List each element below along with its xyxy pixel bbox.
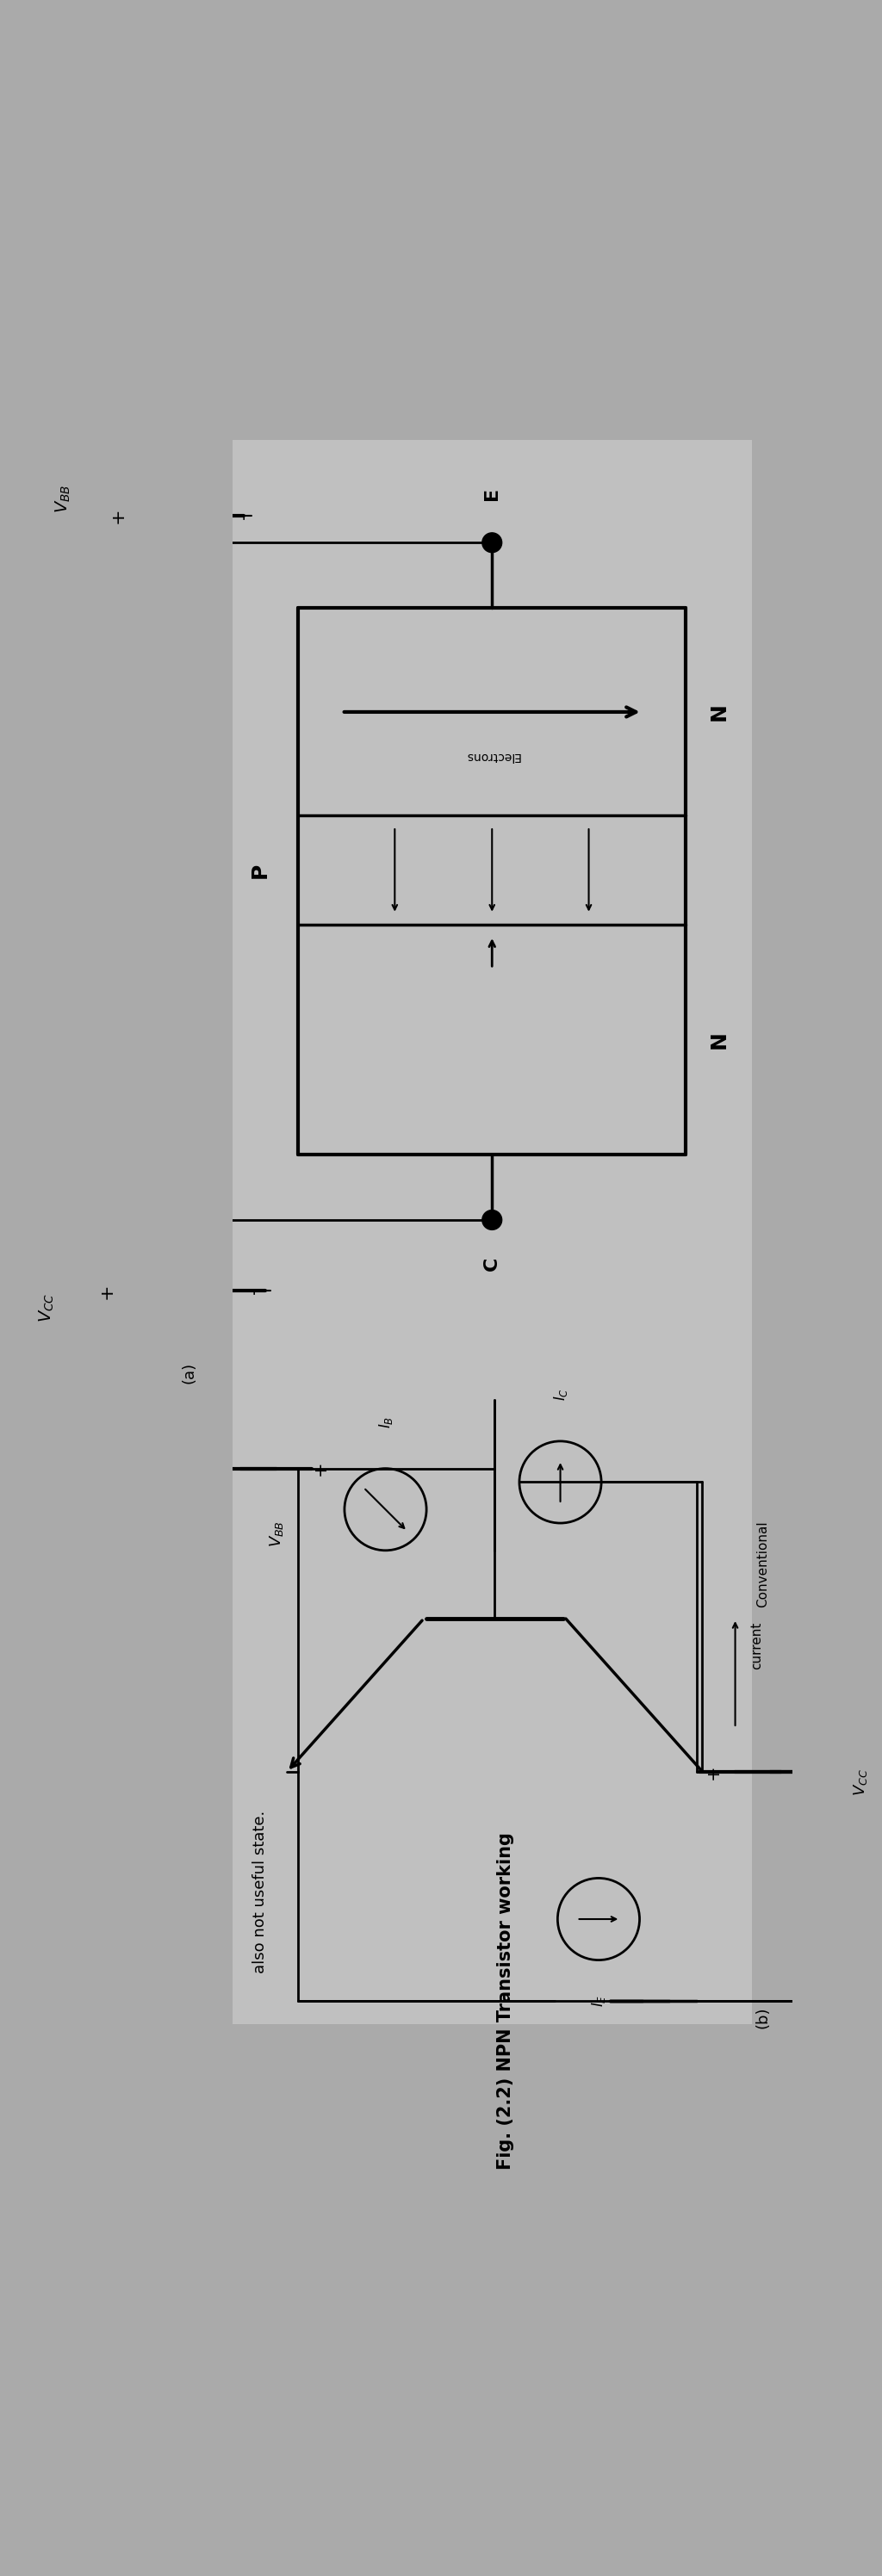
Text: $I_C$: $I_C$: [552, 1388, 569, 1401]
Text: -: -: [246, 1288, 263, 1296]
Text: +: +: [705, 1765, 722, 1780]
Text: E: E: [483, 487, 501, 500]
Text: (b): (b): [755, 2007, 770, 2027]
Text: $V_{BB}$: $V_{BB}$: [267, 1520, 285, 1548]
Text: +: +: [311, 1461, 328, 1476]
Text: N: N: [708, 703, 729, 721]
Text: $I_B$: $I_B$: [377, 1417, 394, 1427]
Text: P: P: [250, 863, 270, 878]
Text: also not useful state.: also not useful state.: [252, 1811, 267, 1973]
Text: C: C: [483, 1257, 501, 1270]
Text: $V_{CC}$: $V_{CC}$: [38, 1293, 56, 1321]
Text: $I_E$: $I_E$: [590, 1994, 607, 2007]
Text: Fig. (2.2) NPN Transistor working: Fig. (2.2) NPN Transistor working: [497, 1832, 514, 2169]
Text: $V_{CC}$: $V_{CC}$: [852, 1770, 870, 1795]
Text: -: -: [235, 513, 252, 518]
Circle shape: [482, 533, 502, 551]
Text: current: current: [751, 1623, 764, 1669]
Text: Conventional: Conventional: [756, 1520, 769, 1607]
Text: N: N: [708, 1030, 729, 1048]
Text: +: +: [98, 1283, 116, 1298]
Text: (a): (a): [181, 1363, 197, 1383]
Text: Electrons: Electrons: [465, 750, 519, 762]
Circle shape: [482, 1211, 502, 1229]
Text: +: +: [109, 507, 126, 523]
Text: $V_{BB}$: $V_{BB}$: [54, 484, 72, 513]
